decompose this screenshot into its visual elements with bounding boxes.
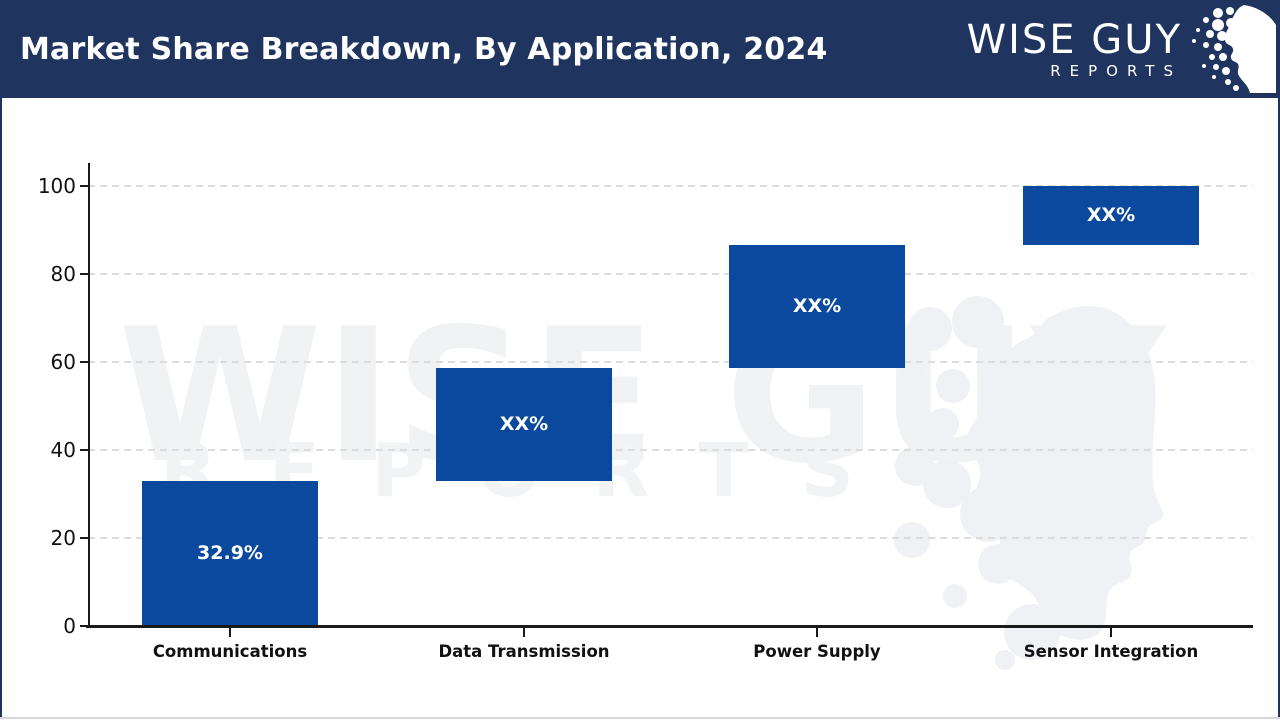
x-axis-spine xyxy=(86,624,1253,628)
x-tick-3 xyxy=(1110,627,1112,637)
bar-value-label: XX% xyxy=(792,295,842,318)
y-tick-label-80: 80 xyxy=(50,261,76,286)
page-title: Market Share Breakdown, By Application, … xyxy=(20,31,828,67)
gridline-40 xyxy=(88,448,1253,451)
left-border xyxy=(0,0,2,717)
logo-wordmark: WISE GUY xyxy=(966,16,1182,63)
y-tick-label-100: 100 xyxy=(37,173,76,198)
y-tick-40 xyxy=(80,448,88,451)
bar-data-transmission: XX% xyxy=(436,368,612,481)
y-tick-20 xyxy=(80,536,88,539)
x-tick-2 xyxy=(816,627,818,637)
y-tick-label-40: 40 xyxy=(50,437,76,462)
x-category-label: Data Transmission xyxy=(438,641,610,661)
y-tick-label-0: 0 xyxy=(63,613,76,638)
x-category-label: Sensor Integration xyxy=(1023,641,1199,661)
bar-value-label: XX% xyxy=(1086,204,1136,227)
bar-value-label: XX% xyxy=(499,413,549,436)
gridline-20 xyxy=(88,536,1253,539)
watermark-head-icon xyxy=(894,296,1164,670)
gridline-80 xyxy=(88,272,1253,275)
y-tick-100 xyxy=(80,184,88,187)
x-category-label: Power Supply xyxy=(753,641,881,661)
bar-sensor-integration: XX% xyxy=(1023,185,1199,245)
x-category-label: Communications xyxy=(152,641,308,661)
bottom-border xyxy=(0,717,1280,719)
y-tick-label-60: 60 xyxy=(50,349,76,374)
y-tick-0 xyxy=(80,624,88,627)
bar-communications: 32.9% xyxy=(142,480,318,626)
wise-guy-reports-logo: WISE GUY REPORTS xyxy=(967,5,1280,93)
logo-text: WISE GUY REPORTS xyxy=(967,20,1182,79)
logo-subtitle: REPORTS xyxy=(1050,61,1182,80)
logo-head-icon xyxy=(1192,5,1276,93)
gridline-60 xyxy=(88,360,1253,363)
bar-power-supply: XX% xyxy=(729,244,905,369)
y-tick-60 xyxy=(80,360,88,363)
y-tick-80 xyxy=(80,272,88,275)
y-axis-spine xyxy=(88,163,90,628)
header-bar: Market Share Breakdown, By Application, … xyxy=(0,0,1280,98)
chart-area: WISE GUY REPORTS 02040608010032.9%Commun… xyxy=(0,98,1280,717)
x-tick-0 xyxy=(229,627,231,637)
gridline-100 xyxy=(88,184,1253,187)
bar-value-label: 32.9% xyxy=(197,542,263,565)
x-tick-1 xyxy=(523,627,525,637)
y-tick-label-20: 20 xyxy=(50,525,76,550)
right-border xyxy=(1278,0,1280,717)
